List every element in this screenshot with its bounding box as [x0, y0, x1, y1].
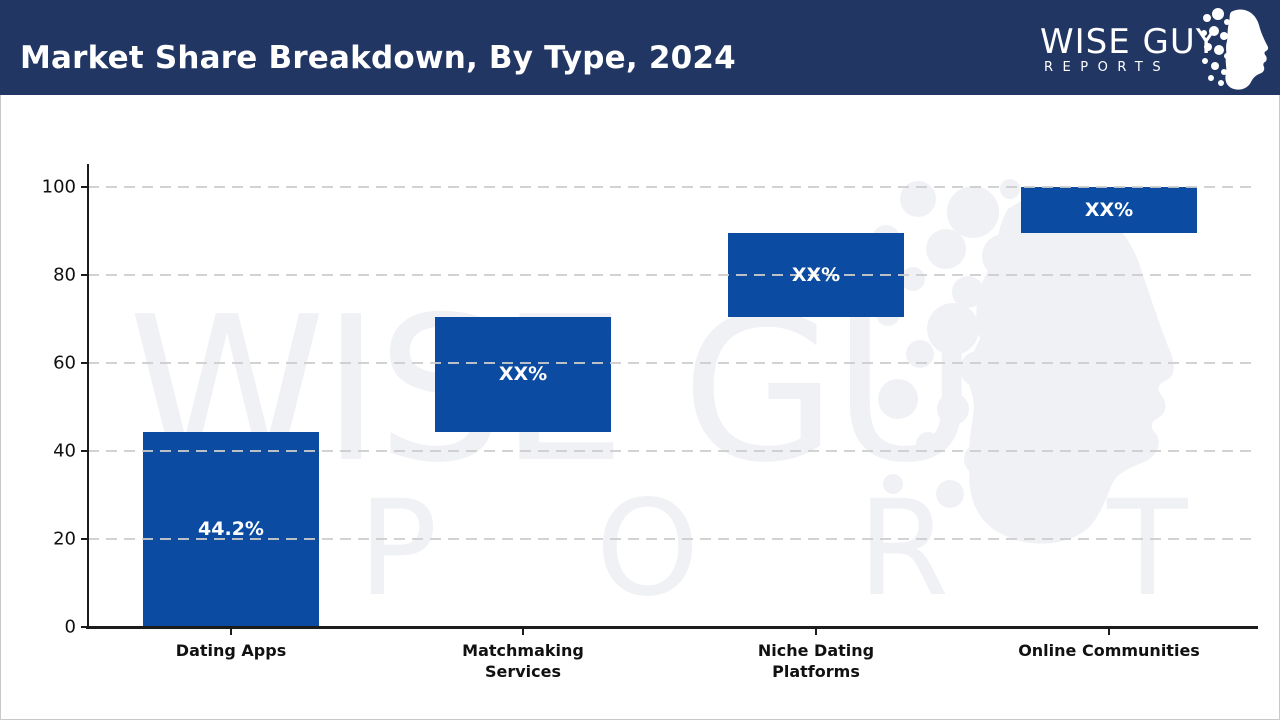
wise-guy-reports-logo: WISE GUY REPORTS	[1040, 0, 1270, 95]
y-tick-mark-20	[81, 537, 88, 540]
y-tick-label-40: 40	[53, 440, 76, 461]
y-tick-mark-100	[81, 185, 88, 188]
y-axis-line	[87, 164, 89, 628]
y-tick-mark-80	[81, 273, 88, 276]
bar-matchmaking-services	[435, 316, 611, 432]
x-tick-label-niche-dating-platforms: Niche Dating Platforms	[757, 641, 875, 681]
bar-online-communities	[1021, 186, 1197, 234]
page-title: Market Share Breakdown, By Type, 2024	[20, 40, 736, 76]
x-tick-mark-dating-apps	[230, 628, 232, 635]
bar-value-label-dating-apps: 44.2%	[198, 518, 264, 541]
x-tick-mark-online-communities	[1108, 628, 1110, 635]
y-tick-mark-0	[81, 625, 88, 628]
logo-wordmark: WISE GUY	[1040, 22, 1218, 62]
logo-subtitle: REPORTS	[1044, 60, 1171, 75]
x-tick-label-dating-apps: Dating Apps	[175, 641, 287, 660]
gridline-20	[88, 537, 1257, 540]
y-tick-mark-40	[81, 449, 88, 452]
watermark-subtitle: P O R T S	[358, 472, 1258, 626]
y-tick-label-60: 60	[53, 352, 76, 373]
dotted-face-profile-icon	[1201, 8, 1269, 90]
y-tick-label-0: 0	[64, 616, 76, 637]
bar-value-label-matchmaking-services: XX%	[498, 363, 548, 386]
header-band: Market Share Breakdown, By Type, 2024 WI…	[0, 0, 1280, 95]
gridline-100	[88, 185, 1257, 188]
bar-value-label-online-communities: XX%	[1084, 198, 1134, 221]
x-tick-mark-matchmaking-services	[522, 628, 524, 635]
gridline-40	[88, 449, 1257, 452]
x-axis-line	[86, 626, 1258, 629]
x-tick-mark-niche-dating-platforms	[815, 628, 817, 635]
bar-dating-apps	[143, 432, 319, 627]
x-tick-label-online-communities: Online Communities	[1018, 641, 1200, 660]
x-tick-label-matchmaking-services: Matchmaking Services	[462, 641, 584, 681]
y-tick-label-20: 20	[53, 528, 76, 549]
bar-value-label-niche-dating-platforms: XX%	[791, 263, 841, 286]
y-tick-label-80: 80	[53, 264, 76, 285]
y-tick-label-100: 100	[41, 176, 76, 197]
y-tick-mark-60	[81, 361, 88, 364]
gridline-80	[88, 273, 1257, 276]
gridline-60	[88, 361, 1257, 364]
